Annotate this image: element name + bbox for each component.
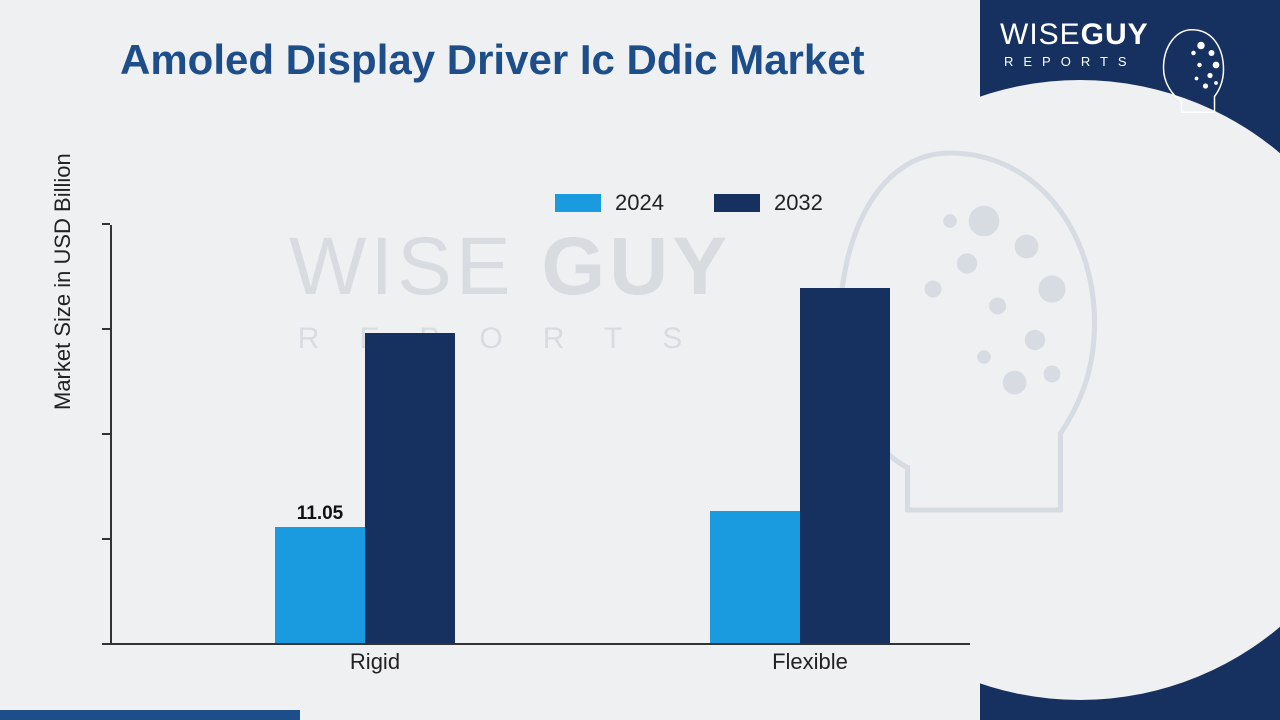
category-label-rigid: Rigid [275, 649, 475, 675]
logo-text-guy: GUY [1081, 18, 1149, 51]
bar-rigid-2032 [365, 333, 455, 643]
legend-label-2032: 2032 [774, 190, 823, 216]
bar-group-rigid: 11.05 Rigid [275, 223, 475, 643]
legend-swatch-2024 [555, 194, 601, 212]
y-tick [102, 433, 110, 435]
bar-rigid-2024 [275, 527, 365, 643]
x-axis-line [110, 643, 970, 645]
y-tick [102, 643, 110, 645]
legend-item-2032: 2032 [714, 190, 823, 216]
y-axis-label: Market Size in USD Billion [50, 153, 76, 410]
footer-accent-bar [0, 710, 300, 720]
chart-title: Amoled Display Driver Ic Ddic Market [120, 36, 880, 84]
legend-swatch-2032 [714, 194, 760, 212]
page-root: WISEGUY REPORTS Amoled Display Driver Ic… [0, 0, 1280, 720]
logo-text-wise: WISE [1000, 18, 1081, 51]
bar-flexible-2024 [710, 511, 800, 643]
y-tick [102, 223, 110, 225]
brand-logo: WISEGUY REPORTS [1000, 18, 1250, 69]
bar-flexible-2032 [800, 288, 890, 643]
legend-label-2024: 2024 [615, 190, 664, 216]
bar-value-label: 11.05 [275, 503, 365, 525]
category-label-flexible: Flexible [710, 649, 910, 675]
y-tick [102, 328, 110, 330]
y-tick [102, 538, 110, 540]
logo-head-icon [1152, 26, 1232, 116]
legend: 2024 2032 [555, 190, 823, 216]
legend-item-2024: 2024 [555, 190, 664, 216]
bar-group-flexible: Flexible [710, 223, 910, 643]
plot-area: 11.05 Rigid Flexible [110, 225, 970, 645]
y-axis-line [110, 225, 112, 645]
